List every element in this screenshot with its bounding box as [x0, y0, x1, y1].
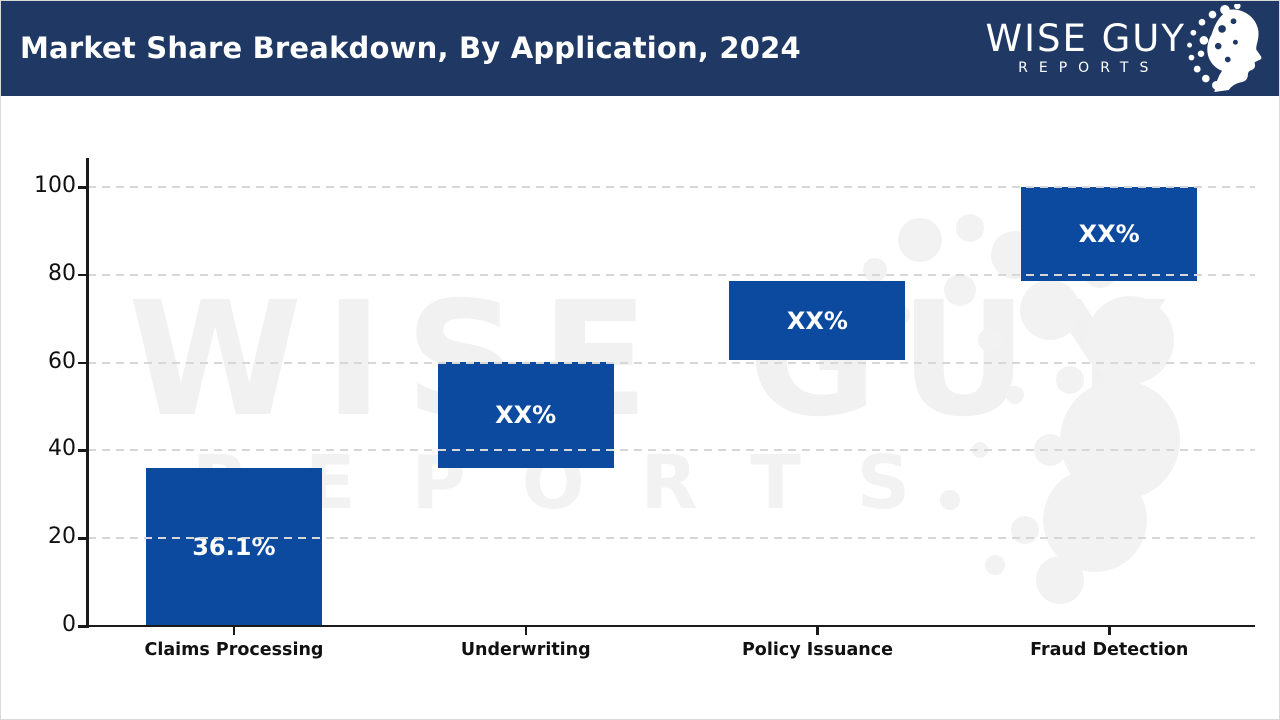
- y-axis-line: [86, 158, 89, 628]
- bar-policy-issuance: XX%: [729, 281, 906, 360]
- bar-underwriting: XX%: [437, 361, 614, 468]
- bar-value-label: XX%: [1078, 220, 1140, 249]
- x-category-label: Claims Processing: [144, 640, 324, 660]
- brand-logo: WISE GUY REPORTS: [986, 4, 1280, 92]
- gridline: [88, 537, 1255, 540]
- y-tick-mark: [78, 361, 86, 365]
- brand-subname: REPORTS: [1018, 60, 1160, 76]
- brand-logo-text: WISE GUY REPORTS: [986, 20, 1186, 76]
- x-tick-mark: [232, 627, 236, 635]
- x-tick-mark: [816, 627, 819, 635]
- watermark-text: WISE GUY: [128, 268, 1187, 452]
- y-tick-mark: [78, 273, 86, 277]
- logo-head-icon: [1187, 4, 1262, 92]
- x-category-label: Underwriting: [460, 640, 591, 660]
- y-tick-label: 80: [48, 260, 76, 286]
- x-axis-line: [86, 624, 1255, 627]
- y-tick-mark: [78, 449, 86, 452]
- chart-title: Market Share Breakdown, By Application, …: [20, 31, 801, 65]
- plot-area: 0 20 40 60 80 100 36.1% Claims Processing XX% Und…: [34, 158, 1255, 660]
- y-tick-label: 60: [48, 348, 76, 374]
- y-tick-mark: [78, 625, 86, 628]
- y-tick-mark: [78, 186, 86, 189]
- gridline: [88, 449, 1255, 452]
- header-bar: Market Share Breakdown, By Application, …: [0, 0, 1280, 96]
- gridline: [88, 361, 1255, 364]
- brand-name: WISE GUY: [985, 17, 1186, 60]
- bar-value-label: XX%: [786, 306, 848, 335]
- y-tick-label: 0: [62, 612, 76, 637]
- x-category-label: Policy Issuance: [741, 640, 894, 660]
- y-tick-label: 20: [48, 524, 76, 550]
- y-tick-mark: [78, 537, 86, 540]
- x-tick-mark: [1108, 627, 1111, 635]
- y-tick-label: 100: [34, 173, 76, 198]
- bar-fraud-detection: XX%: [1021, 187, 1198, 282]
- x-category-label: Fraud Detection: [1030, 640, 1189, 660]
- bar-claims-processing: 36.1%: [145, 467, 322, 626]
- gridline: [88, 273, 1255, 276]
- gridline: [88, 186, 1255, 188]
- bar-value-label: XX%: [495, 400, 557, 429]
- x-tick-mark: [524, 627, 528, 635]
- y-tick-label: 40: [48, 436, 76, 462]
